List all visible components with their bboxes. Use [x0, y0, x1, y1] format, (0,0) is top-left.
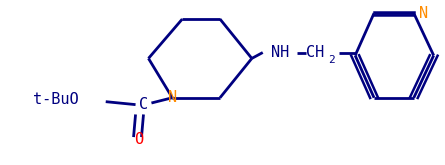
Text: t-BuO: t-BuO — [33, 92, 79, 107]
Text: NH: NH — [271, 45, 289, 60]
Text: 2: 2 — [328, 55, 335, 65]
Text: N: N — [168, 90, 177, 105]
Text: C: C — [139, 97, 148, 112]
Text: N: N — [419, 6, 428, 21]
Text: O: O — [134, 132, 143, 147]
Text: CH: CH — [306, 45, 324, 60]
